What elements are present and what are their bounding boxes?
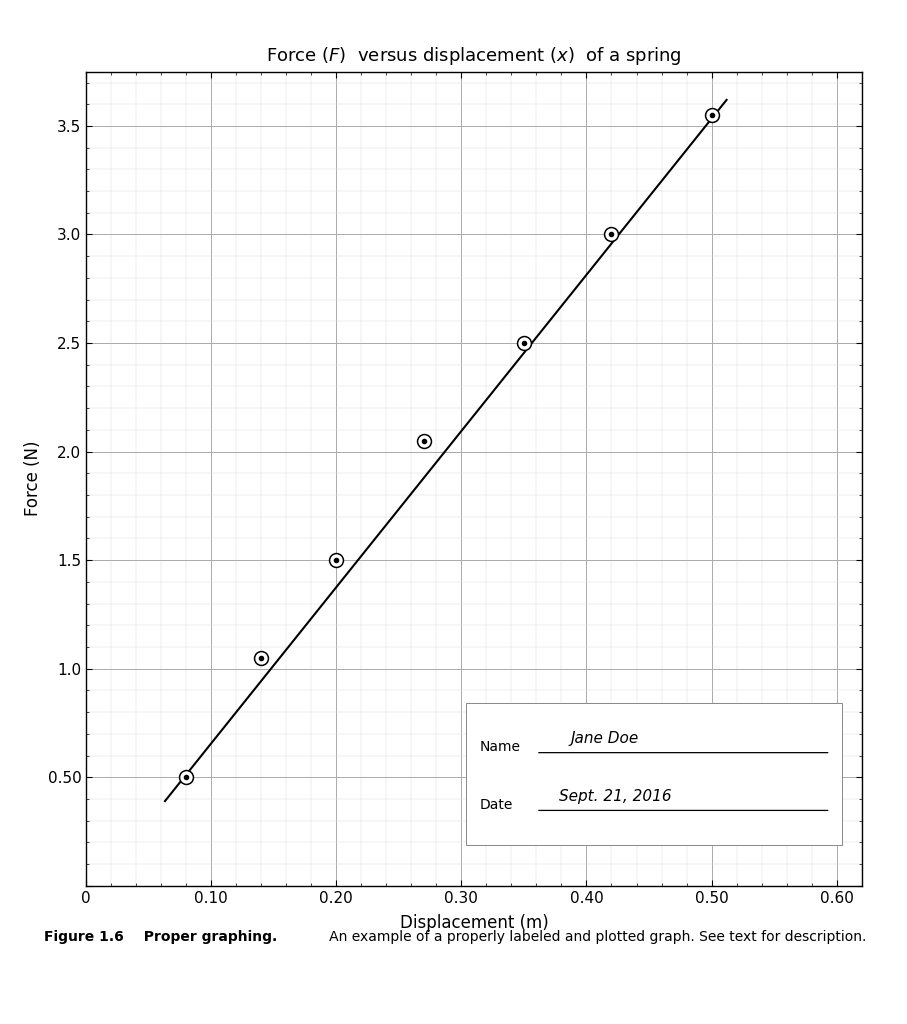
Text: An example of a properly labeled and plotted graph. See text for description.: An example of a properly labeled and plo… <box>316 930 866 944</box>
Title: Force ($\mathit{F}$)  versus displacement ($\mathit{x}$)  of a spring: Force ($\mathit{F}$) versus displacement… <box>266 45 682 67</box>
Text: Proper graphing.: Proper graphing. <box>134 930 278 944</box>
Text: Figure 1.6: Figure 1.6 <box>44 930 123 944</box>
Text: Jane Doe: Jane Doe <box>571 731 639 746</box>
Y-axis label: Force (N): Force (N) <box>24 441 42 516</box>
Text: Date: Date <box>479 798 512 812</box>
X-axis label: Displacement (m): Displacement (m) <box>399 914 549 932</box>
Text: Name: Name <box>479 740 521 754</box>
Text: Sept. 21, 2016: Sept. 21, 2016 <box>560 790 672 804</box>
FancyBboxPatch shape <box>466 702 843 845</box>
